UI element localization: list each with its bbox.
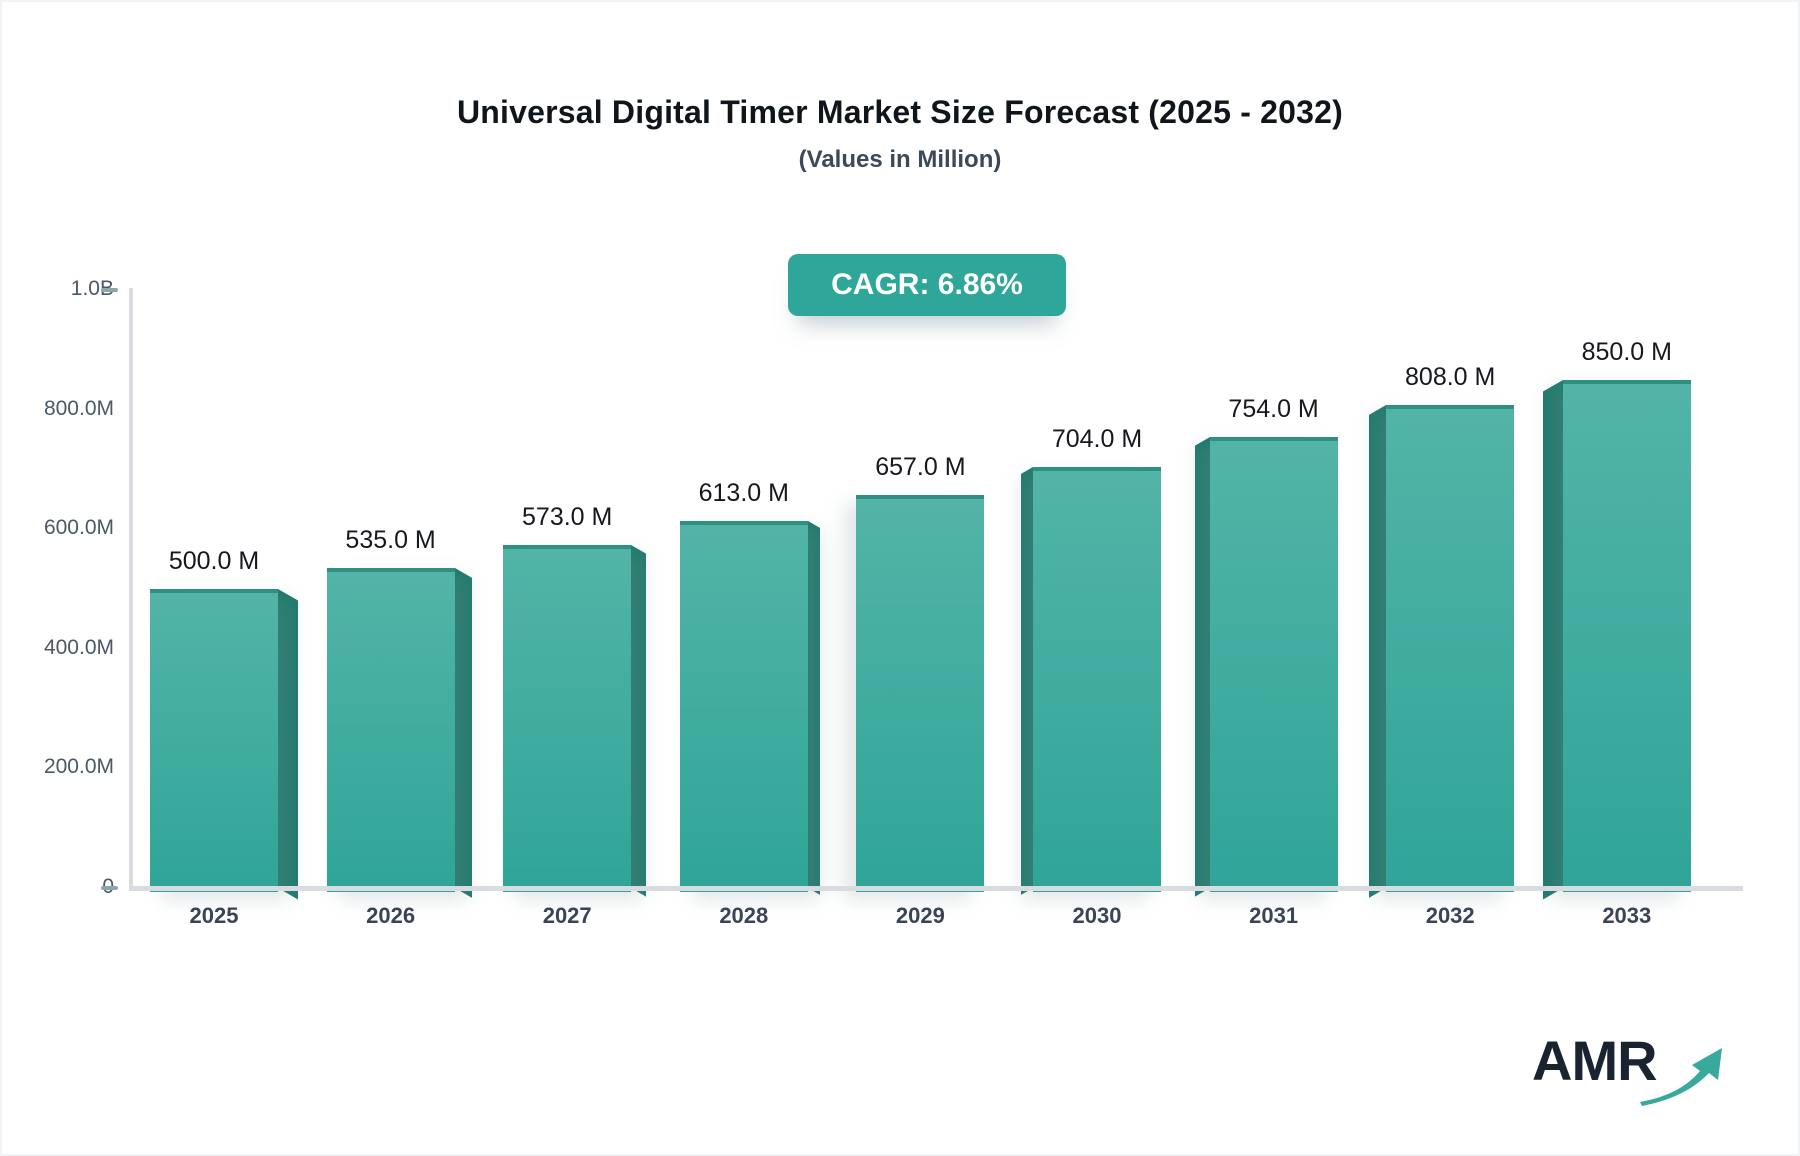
- y-axis-line: [129, 288, 133, 888]
- bar-value-label: 850.0 M: [1581, 337, 1672, 366]
- bar-value-label: 704.0 M: [1051, 425, 1143, 453]
- x-axis-label: 2026: [366, 903, 416, 928]
- bar-value-label: 535.0 M: [345, 526, 436, 555]
- bar-side-face: [1369, 404, 1387, 898]
- bar: [150, 589, 278, 892]
- y-axis-label: 200.0M: [43, 755, 114, 779]
- bar: [1209, 437, 1338, 892]
- bar: [1562, 379, 1691, 892]
- bar-value-label: 573.0 M: [522, 503, 613, 532]
- growth-arrow-icon: [1640, 1048, 1722, 1106]
- bar: [856, 495, 985, 892]
- bar-side-face: [1021, 467, 1033, 895]
- bar-side-face: [1542, 379, 1563, 900]
- x-axis-line: [129, 886, 1743, 891]
- x-axis-label: 2031: [1249, 903, 1299, 928]
- bar-side-face: [631, 545, 647, 897]
- x-axis-label: 2033: [1602, 903, 1652, 928]
- cagr-badge-label: CAGR: 6.86%: [831, 268, 1023, 301]
- bar: [1386, 404, 1515, 892]
- bar-side-face: [807, 521, 820, 895]
- bar-side-face: [278, 589, 298, 900]
- bar: [679, 521, 808, 892]
- bar-value-label: 500.0 M: [168, 547, 260, 575]
- y-axis-label: 0: [10, 875, 114, 899]
- chart-subtitle: (Values in Million): [798, 146, 1002, 173]
- bar-value-label: 808.0 M: [1405, 362, 1496, 391]
- tick-mark: [101, 288, 118, 292]
- x-axis-label: 2028: [719, 903, 769, 928]
- x-axis-label: 2030: [1072, 903, 1122, 928]
- y-axis-label: 1.0B: [70, 277, 114, 300]
- y-axis-label: 400.0M: [43, 635, 114, 659]
- bar-value-label: 657.0 M: [875, 453, 966, 482]
- amr-logo-text: AMR: [1532, 1029, 1658, 1092]
- bar-value-label: 754.0 M: [1228, 395, 1319, 424]
- amr-logo: AMR: [1532, 1028, 1732, 1118]
- y-axis-label: 800.0M: [43, 396, 114, 420]
- bar-side-face: [454, 568, 472, 898]
- bar-side-face: [1194, 437, 1210, 897]
- x-axis-label: 2027: [542, 903, 592, 928]
- bar: [503, 545, 632, 892]
- bar-value-label: 613.0 M: [698, 479, 789, 508]
- x-axis-label: 2025: [189, 903, 239, 928]
- bar: [1033, 467, 1161, 892]
- x-axis-label: 2032: [1425, 903, 1475, 928]
- chart-title: Universal Digital Timer Market Size Fore…: [456, 94, 1344, 130]
- cagr-badge: CAGR: 6.86%: [788, 254, 1066, 316]
- y-axis-label: 600.0M: [43, 516, 114, 540]
- x-axis-label: 2029: [895, 903, 945, 928]
- tick-mark: [101, 886, 118, 890]
- bar: [326, 568, 455, 892]
